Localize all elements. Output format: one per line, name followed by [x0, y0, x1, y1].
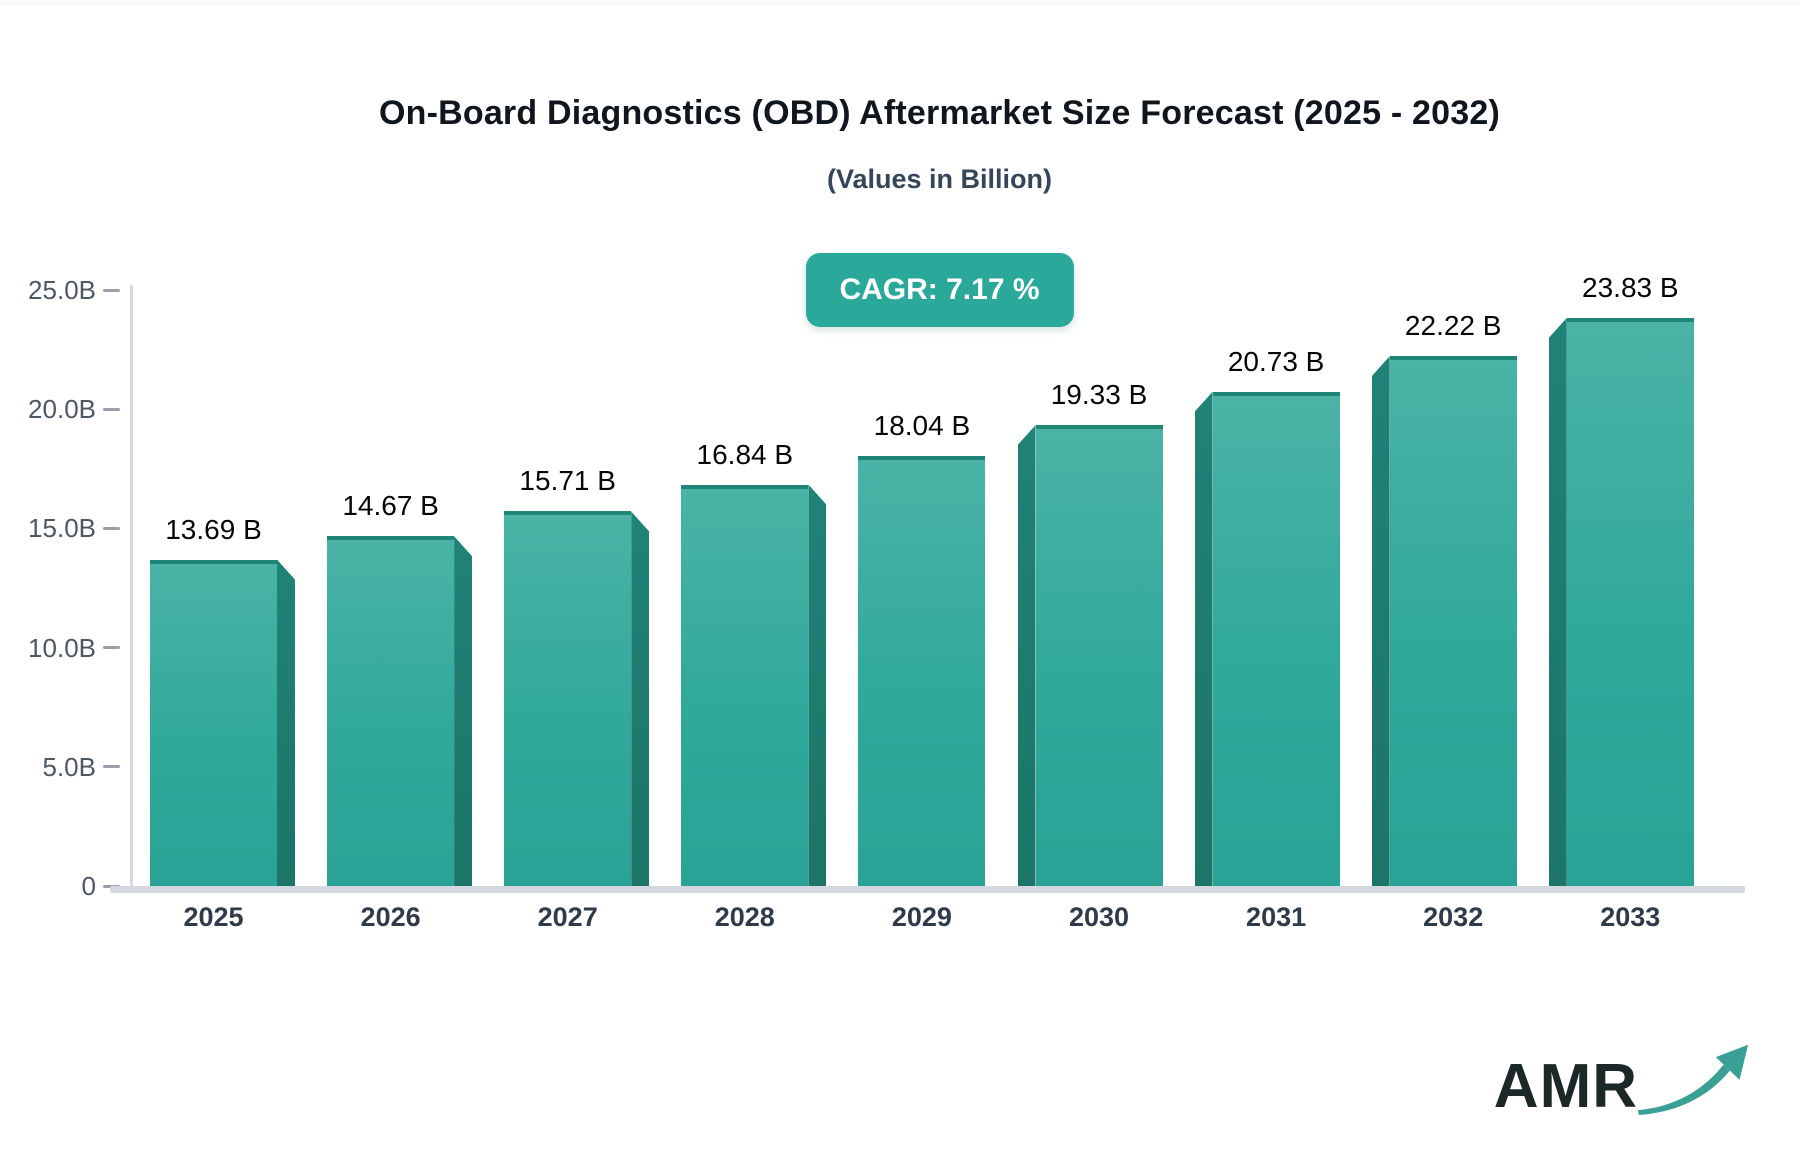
bar-value-label: 16.84 B — [696, 438, 794, 470]
bar-side-face — [631, 511, 650, 886]
chart-title: On-Board Diagnostics (OBD) Aftermarket S… — [378, 94, 1501, 132]
x-axis-label: 2027 — [537, 902, 598, 932]
bar — [150, 559, 277, 886]
bar-side-face — [808, 484, 827, 886]
bar-value-label: 23.83 B — [1582, 271, 1679, 303]
x-axis-label: 2028 — [714, 902, 775, 932]
bar-side-face — [454, 536, 473, 886]
x-axis-label: 2031 — [1246, 902, 1307, 932]
bar-value-label: 22.22 B — [1404, 310, 1502, 342]
y-axis-tick — [103, 407, 120, 411]
bar — [1566, 317, 1694, 886]
y-axis-label: 10.0B — [28, 632, 96, 663]
amr-logo: AMR — [1494, 1040, 1752, 1118]
y-axis-label: 20.0B — [28, 394, 96, 425]
bar-value-label: 13.69 B — [165, 513, 262, 545]
top-edge-strip — [0, 0, 1800, 5]
growth-arrow-icon — [1637, 1044, 1749, 1116]
x-axis-label: 2030 — [1068, 902, 1130, 932]
bar-value-label: 20.73 B — [1227, 345, 1325, 377]
bar-side-face — [1548, 317, 1567, 886]
y-axis-tick — [103, 288, 120, 292]
bar — [327, 536, 455, 886]
x-axis-label: 2025 — [183, 902, 244, 932]
bar — [1212, 391, 1340, 886]
y-axis-label: 5.0B — [42, 751, 97, 782]
bar-value-label: 18.04 B — [873, 409, 971, 441]
bar — [681, 484, 809, 886]
x-axis-label: 2033 — [1600, 902, 1661, 932]
bar-value-label: 19.33 B — [1050, 379, 1148, 411]
y-axis-tick — [103, 646, 120, 650]
bar — [858, 455, 986, 886]
bar-side-face — [1194, 391, 1213, 886]
x-axis-label: 2029 — [891, 902, 952, 932]
y-axis-label: 15.0B — [28, 513, 96, 544]
bar — [1389, 356, 1517, 886]
y-axis-tick — [103, 765, 120, 769]
bar-side-face — [277, 559, 295, 886]
bar-value-label: 15.71 B — [519, 465, 616, 497]
x-axis-label: 2026 — [360, 902, 421, 932]
amr-logo-text: AMR — [1493, 1052, 1638, 1121]
x-axis-line — [110, 886, 1745, 893]
x-axis-label: 2032 — [1423, 902, 1484, 932]
bar — [504, 511, 632, 886]
y-axis-line — [130, 285, 133, 891]
y-axis-tick — [103, 526, 120, 530]
bar-value-label: 14.67 B — [342, 490, 439, 522]
bar — [1035, 425, 1163, 886]
y-axis-label: 25.0B — [28, 275, 96, 305]
cagr-badge: CAGR: 7.17 % — [805, 253, 1074, 327]
bar-side-face — [1017, 425, 1036, 886]
bar-side-face — [1371, 356, 1390, 886]
y-axis-label: 0 — [81, 871, 96, 901]
chart-subtitle: (Values in Billion) — [826, 164, 1053, 194]
